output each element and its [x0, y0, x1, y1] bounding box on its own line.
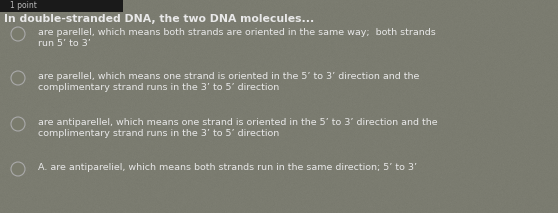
Text: are parellel, which means both strands are oriented in the same way;  both stran: are parellel, which means both strands a…: [38, 28, 436, 48]
Ellipse shape: [11, 162, 25, 176]
Ellipse shape: [11, 27, 25, 41]
Text: In double-stranded DNA, the two DNA molecules...: In double-stranded DNA, the two DNA mole…: [4, 14, 315, 24]
Text: 1 point: 1 point: [10, 1, 37, 10]
Text: are antiparellel, which means one strand is oriented in the 5’ to 3’ direction a: are antiparellel, which means one strand…: [38, 118, 437, 138]
FancyBboxPatch shape: [0, 0, 123, 12]
Ellipse shape: [11, 117, 25, 131]
Text: are parellel, which means one strand is oriented in the 5’ to 3’ direction and t: are parellel, which means one strand is …: [38, 72, 420, 92]
Text: A. are antipareliel, which means both strands run in the same direction; 5’ to 3: A. are antipareliel, which means both st…: [38, 163, 417, 172]
Ellipse shape: [11, 71, 25, 85]
